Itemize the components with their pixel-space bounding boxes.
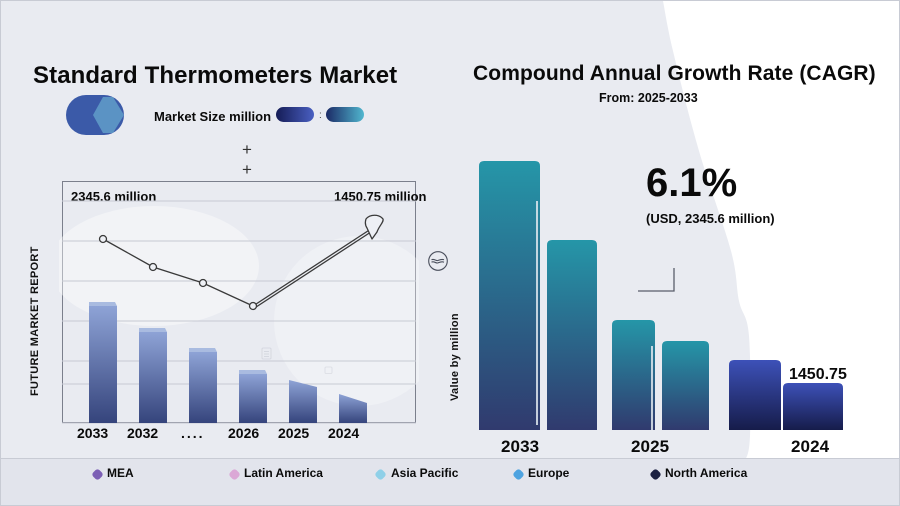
svg-text::: : (319, 110, 322, 121)
